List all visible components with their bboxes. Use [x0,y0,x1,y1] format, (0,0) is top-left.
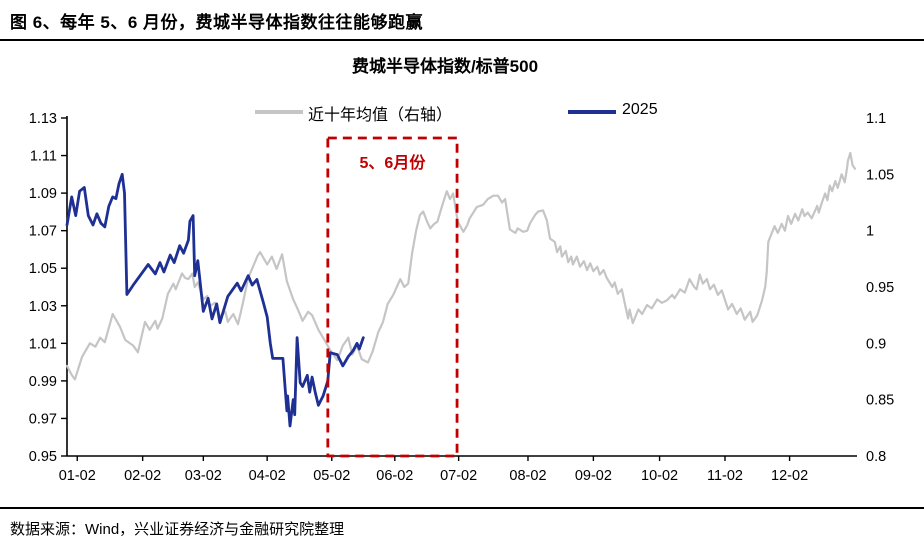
x-axis-tick-label: 07-02 [440,468,477,484]
x-axis-tick-label: 12-02 [771,468,808,484]
right-axis-tick-label: 1.05 [866,167,894,183]
source-text: 数据来源：Wind，兴业证券经济与金融研究院整理 [10,521,345,538]
legend-avg-label: 近十年均值（右轴） [308,107,453,124]
y-axis-tick-label: 0.99 [29,374,57,390]
x-axis-tick-label: 03-02 [185,468,222,484]
x-axis-tick-label: 11-02 [707,468,743,484]
x-axis-tick-label: 04-02 [249,468,286,484]
y-axis-tick-label: 1.09 [29,186,57,202]
legend-line-avg-swatch [255,110,303,114]
figure-title: 图 6、每年 5、6 月份，费城半导体指数往往能够跑赢 [10,13,424,32]
x-axis-tick-label: 01-02 [59,468,96,484]
chart-title: 费城半导体指数/标普500 [351,57,539,76]
right-axis-tick-label: 0.95 [866,280,894,296]
x-axis-tick-label: 05-02 [313,468,350,484]
legend-2025-label: 2025 [622,101,658,118]
right-axis-tick-label: 1 [866,224,874,240]
x-axis-tick-label: 08-02 [509,468,546,484]
y-axis-tick-label: 0.95 [29,449,57,465]
highlight-box-label: 5、6月份 [360,153,427,172]
series-line-avg [65,151,857,381]
highlight-box [326,136,459,458]
y-axis-tick-label: 1.03 [29,299,57,315]
right-axis-tick-label: 0.8 [866,449,886,465]
y-axis-tick-label: 0.97 [29,411,57,427]
y-axis-tick-label: 1.05 [29,261,57,277]
legend-line-2025-swatch [568,110,616,114]
right-axis-tick-label: 1.1 [866,111,886,127]
x-axis-tick-label: 02-02 [124,468,161,484]
y-axis-tick-label: 1.13 [29,111,57,127]
right-axis-tick-label: 0.85 [866,393,894,409]
source-divider [0,507,924,509]
right-axis-tick-label: 0.9 [866,336,886,352]
x-axis-tick-label: 09-02 [575,468,612,484]
series-line-2025 [65,172,365,428]
x-axis-tick-label: 10-02 [641,468,678,484]
chart-legend: 近十年均值（右轴） 2025 [0,100,924,124]
x-axis-tick-label: 06-02 [376,468,413,484]
top-divider [0,39,924,41]
y-axis-tick-label: 1.01 [29,336,57,352]
y-axis-tick-label: 1.11 [30,149,57,165]
y-axis-tick-label: 1.07 [29,224,57,240]
